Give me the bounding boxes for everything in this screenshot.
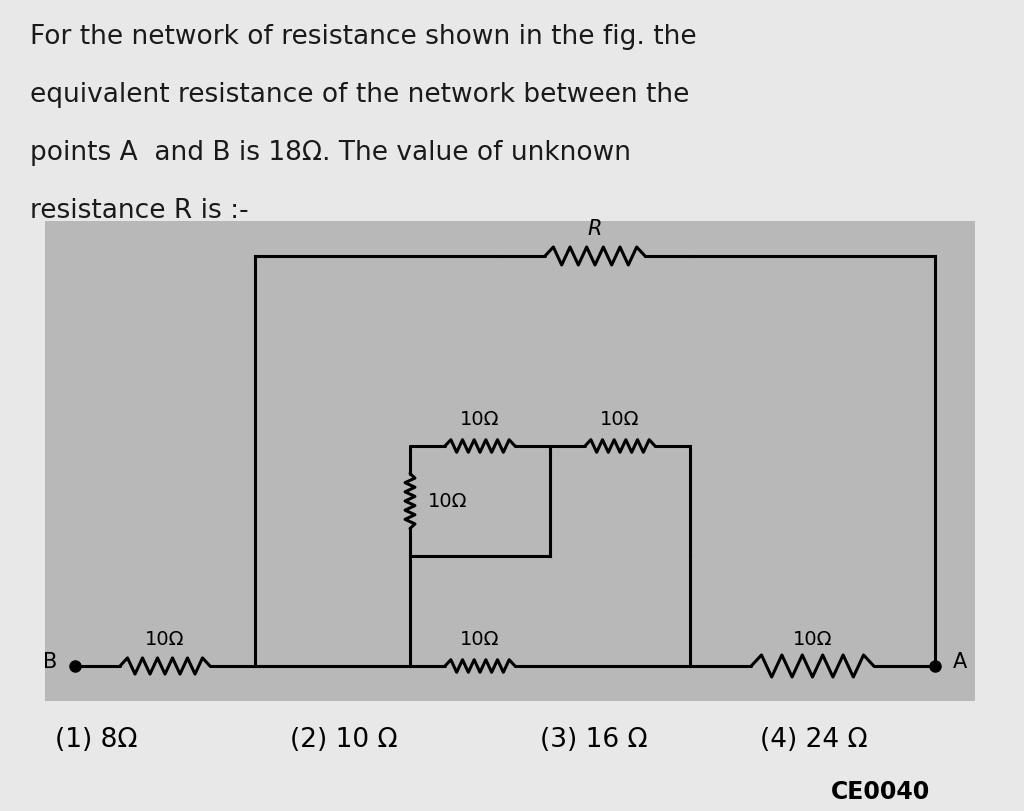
Text: A: A: [953, 651, 968, 672]
Text: 10Ω: 10Ω: [428, 492, 468, 511]
Text: B: B: [43, 651, 57, 672]
Text: 10Ω: 10Ω: [460, 410, 500, 428]
Text: 10Ω: 10Ω: [460, 629, 500, 648]
Text: resistance R is :-: resistance R is :-: [30, 198, 249, 224]
Text: For the network of resistance shown in the fig. the: For the network of resistance shown in t…: [30, 24, 696, 50]
Bar: [45, 221, 975, 702]
Text: 10Ω: 10Ω: [145, 629, 184, 648]
Text: equivalent resistance of the network between the: equivalent resistance of the network bet…: [30, 82, 689, 108]
Text: (1) 8Ω: (1) 8Ω: [55, 726, 137, 752]
Text: 10Ω: 10Ω: [793, 629, 833, 648]
Text: CE0040: CE0040: [830, 779, 930, 803]
Text: points A  and B is 18Ω. The value of unknown: points A and B is 18Ω. The value of unkn…: [30, 139, 631, 165]
Text: 10Ω: 10Ω: [600, 410, 640, 428]
Text: (2) 10 Ω: (2) 10 Ω: [290, 726, 397, 752]
Text: (3) 16 Ω: (3) 16 Ω: [540, 726, 647, 752]
Text: (4) 24 Ω: (4) 24 Ω: [760, 726, 867, 752]
Text: R: R: [588, 219, 602, 238]
